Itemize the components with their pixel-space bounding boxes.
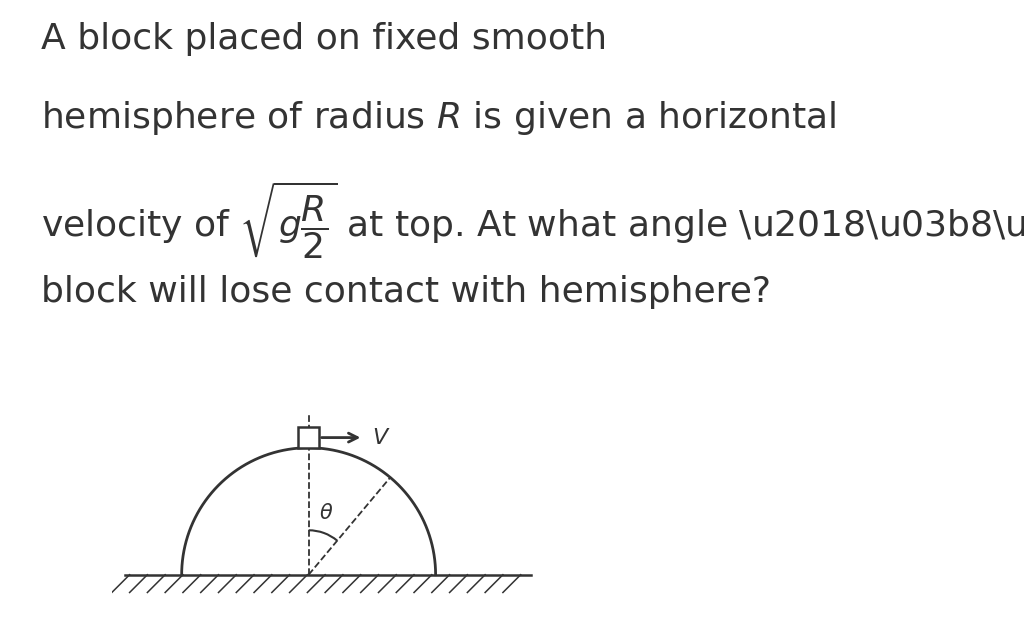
Text: $V$: $V$ — [372, 428, 390, 448]
Bar — [298, 428, 318, 448]
Text: A block placed on fixed smooth: A block placed on fixed smooth — [41, 22, 607, 56]
Text: hemisphere of radius $R$ is given a horizontal: hemisphere of radius $R$ is given a hori… — [41, 99, 837, 137]
Text: velocity of $\sqrt{g\dfrac{R}{2}}$ at top. At what angle \u2018\u03b8\u2019,: velocity of $\sqrt{g\dfrac{R}{2}}$ at to… — [41, 180, 1024, 261]
Text: block will lose contact with hemisphere?: block will lose contact with hemisphere? — [41, 275, 771, 310]
Text: $\theta$: $\theta$ — [318, 503, 334, 522]
